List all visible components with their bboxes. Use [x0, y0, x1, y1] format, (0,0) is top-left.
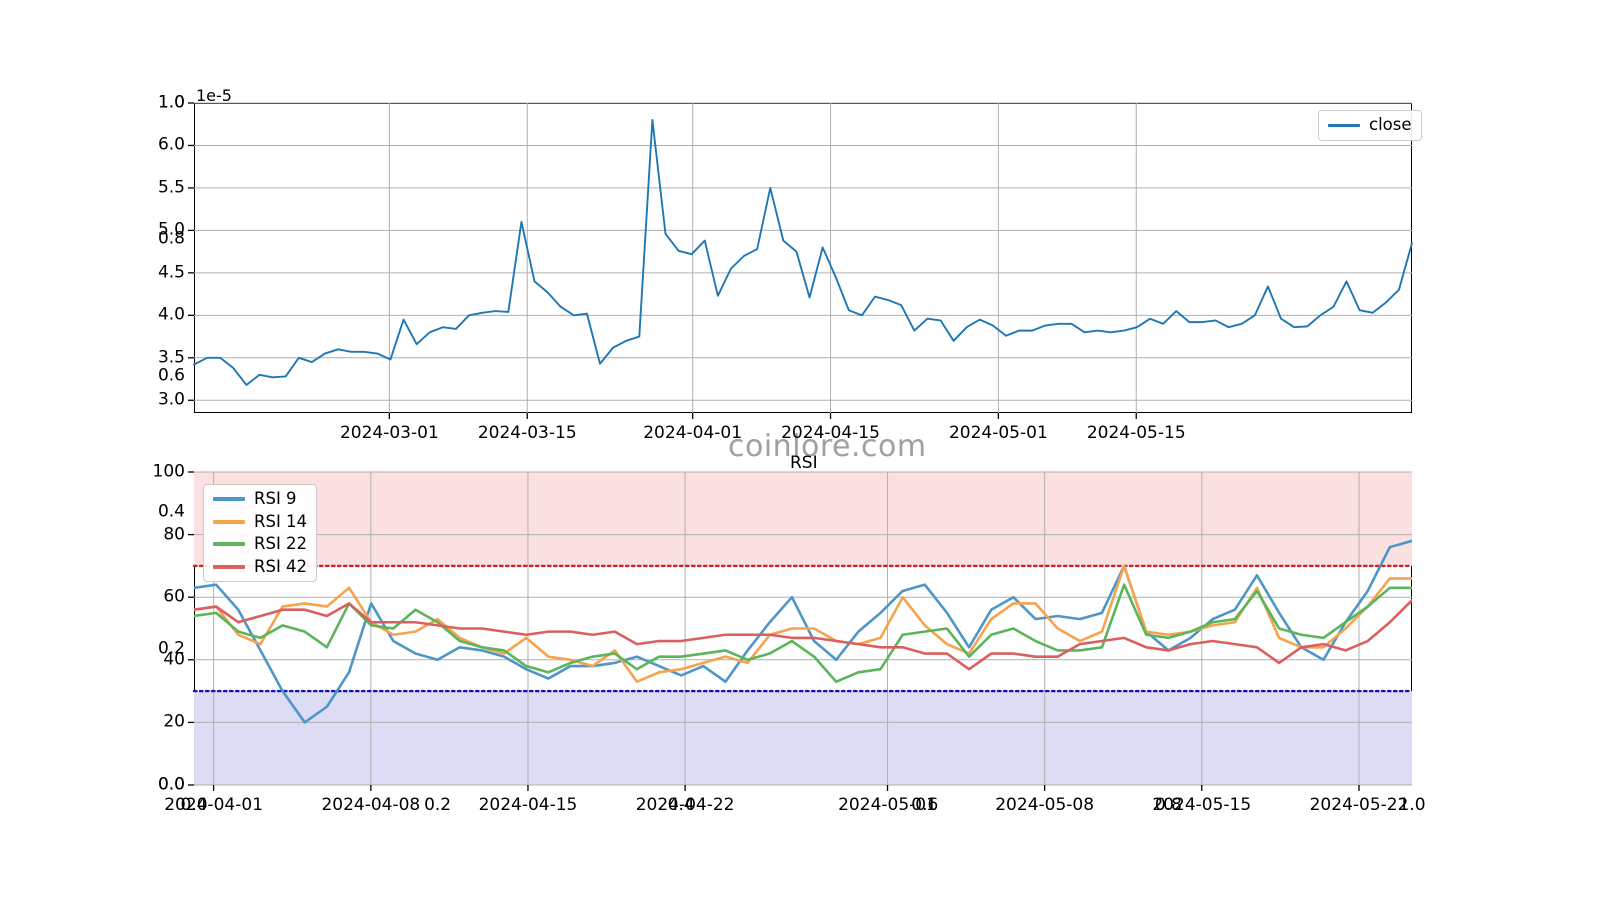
price-legend-label: close — [1369, 115, 1412, 134]
rsi-legend-item[interactable]: RSI 14 — [213, 511, 308, 531]
rsi-overbought-band — [194, 472, 1412, 566]
price-ytick-6.0: 6.0 — [157, 134, 185, 155]
price-xtick-2024-03-01: 2024-03-01 — [339, 423, 439, 443]
overlay-xtick-0.8: 0.8 — [1154, 795, 1182, 815]
rsi-legend-item[interactable]: RSI 22 — [213, 534, 308, 553]
rsi-ytick-80: 80 — [163, 524, 185, 545]
legend-swatch-line-icon — [213, 564, 245, 569]
rsi-series-line-rsi-42 — [194, 599, 1412, 671]
rsi-xtick-2024-05-08: 2024-05-08 — [995, 795, 1095, 815]
rsi-legend-label: RSI 9 — [254, 489, 297, 508]
legend-swatch-line-icon — [213, 497, 245, 502]
price-ytick-5.0: 5.0 — [157, 219, 185, 240]
overlay-ytick-0.2: 0.2 — [157, 638, 185, 659]
rsi-xtick-2024-04-22: 2024-04-22 — [635, 795, 735, 815]
price-ytick-4.0: 4.0 — [157, 304, 185, 325]
price-xtick-2024-03-15: 2024-03-15 — [477, 423, 577, 443]
rsi-legend[interactable]: RSI 9 RSI 14 RSI 22 RSI 42 — [203, 484, 318, 582]
price-ytick-1.0: 1.0 — [157, 92, 185, 113]
price-ytick-3.5: 3.5 — [157, 347, 185, 368]
rsi-xtick-2024-05-01: 2024-05-01 — [838, 795, 937, 815]
overlay-ytick-0.6: 0.6 — [157, 365, 185, 386]
watermark-coinlore: coinlore.com — [728, 429, 927, 464]
rsi-oversold-band — [194, 691, 1412, 785]
rsi-series-line-rsi-9 — [194, 539, 1412, 724]
price-xtick-2024-04-01: 2024-04-01 — [643, 423, 743, 443]
rsi-ytick-40: 40 — [163, 649, 185, 670]
overlay-xtick-0.4: 0.4 — [667, 795, 695, 815]
price-ytick-4.5: 4.5 — [157, 262, 185, 283]
overlay-ytick-1.0: 1.0 — [157, 92, 185, 113]
overlay-ytick-0.4: 0.4 — [157, 501, 185, 522]
rsi-series-line-rsi-14 — [194, 564, 1412, 684]
legend-swatch-line-icon — [1328, 123, 1360, 127]
rsi-ytick-60: 60 — [163, 586, 185, 607]
rsi-xtick-2024-05-22: 2024-05-22 — [1309, 795, 1409, 815]
rsi-legend-item[interactable]: RSI 42 — [213, 556, 308, 576]
overlay-xtick-0.6: 0.6 — [911, 795, 939, 815]
overlay-xtick-0.2: 0.2 — [424, 795, 452, 815]
overlay-xtick-0.0: 0.0 — [180, 795, 208, 815]
rsi-xtick-2024-04-08: 2024-04-08 — [321, 795, 421, 815]
price-xtick-2024-05-15: 2024-05-15 — [1086, 423, 1186, 443]
overlay-ytick-0.8: 0.8 — [157, 228, 185, 249]
rsi-series-line-rsi-22 — [194, 583, 1412, 684]
rsi-xtick-2024-04-15: 2024-04-15 — [478, 795, 578, 815]
price-legend[interactable]: close — [1318, 110, 1422, 141]
price-y-offset-label: 1e-5 — [196, 86, 232, 105]
rsi-legend-label: RSI 14 — [254, 511, 308, 531]
overlay-ytick-0.0: 0.0 — [157, 774, 185, 795]
rsi-panel-title: RSI — [790, 453, 818, 473]
rsi-xtick-2024-04-01: 2024-04-01 — [164, 795, 264, 815]
rsi-legend-label: RSI 22 — [254, 534, 308, 553]
price-xtick-2024-04-15: 2024-04-15 — [781, 423, 880, 443]
price-xtick-2024-05-01: 2024-05-01 — [948, 423, 1048, 443]
rsi-ytick-0.0: 0.0 — [157, 774, 185, 795]
price-legend-item[interactable]: close — [1328, 115, 1412, 134]
price-ytick-5.5: 5.5 — [157, 177, 185, 198]
overlay-xtick-1.0: 1.0 — [1398, 795, 1426, 815]
rsi-legend-item[interactable]: RSI 9 — [213, 489, 307, 508]
rsi-ytick-100: 100 — [152, 461, 185, 482]
rsi-xtick-2024-05-15: 2024-05-15 — [1152, 795, 1252, 815]
close-price-line — [193, 119, 1413, 386]
legend-swatch-line-icon — [213, 542, 245, 547]
rsi-ytick-20: 20 — [163, 711, 185, 732]
price-ytick-3.0: 3.0 — [157, 389, 185, 410]
rsi-legend-label: RSI 42 — [254, 556, 308, 576]
legend-swatch-line-icon — [213, 519, 245, 524]
